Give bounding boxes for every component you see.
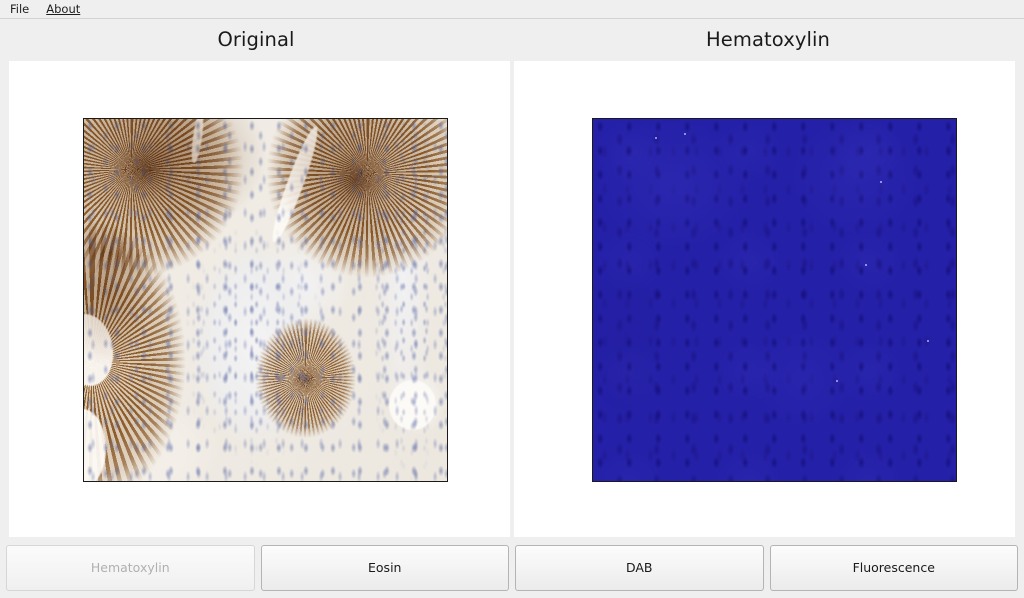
panel-title-hematoxylin: Hematoxylin: [706, 28, 830, 51]
hematoxylin-button[interactable]: Hematoxylin: [6, 544, 255, 591]
figure-card-original: 0 100 200 300 400 500 0 100 200 300 400 …: [9, 61, 510, 537]
bright-speck: [865, 263, 868, 266]
menu-bar: File About: [0, 0, 1024, 19]
stain-button-bar: Hematoxylin Eosin DAB Fluorescence: [0, 537, 1024, 598]
bright-speck: [683, 133, 686, 136]
figure-original: 0 100 200 300 400 500 0 100 200 300 400 …: [9, 61, 510, 537]
panel-title-original: Original: [217, 28, 295, 51]
bright-speck: [654, 137, 657, 140]
stain-intensity-layer: [84, 119, 447, 481]
panel-hematoxylin: Hematoxylin 0 100: [512, 19, 1024, 537]
menu-item-about[interactable]: About: [46, 0, 89, 18]
fluorescence-button[interactable]: Fluorescence: [769, 544, 1018, 591]
axes-original[interactable]: 0 100 200 300 400 500 0 100 200 300 400 …: [83, 118, 448, 482]
menu-item-about-label: About: [46, 2, 81, 16]
menu-item-file[interactable]: File: [10, 0, 38, 18]
menu-item-file-label: File: [10, 2, 30, 16]
hematoxylin-gland-glow: [593, 119, 956, 481]
nuclei-layer-right-stroma: [84, 119, 447, 481]
hematoxylin-nuclei-texture: [593, 119, 956, 481]
dab-button[interactable]: DAB: [515, 544, 764, 591]
image-hematoxylin: [593, 119, 956, 481]
axes-hematoxylin[interactable]: 0 100 200 300 400 500 0 100 200 300 400 …: [592, 118, 957, 482]
figure-hematoxylin: 0 100 200 300 400 500 0 100 200 300 400 …: [514, 61, 1015, 537]
panel-container: Original: [0, 19, 1024, 537]
eosin-button[interactable]: Eosin: [260, 544, 509, 591]
panel-original: Original: [0, 19, 512, 537]
figure-card-hematoxylin: 0 100 200 300 400 500 0 100 200 300 400 …: [514, 61, 1015, 537]
bright-speck: [926, 339, 929, 342]
bright-speck: [836, 379, 839, 382]
image-original: [84, 119, 447, 481]
bright-speck: [879, 180, 882, 183]
